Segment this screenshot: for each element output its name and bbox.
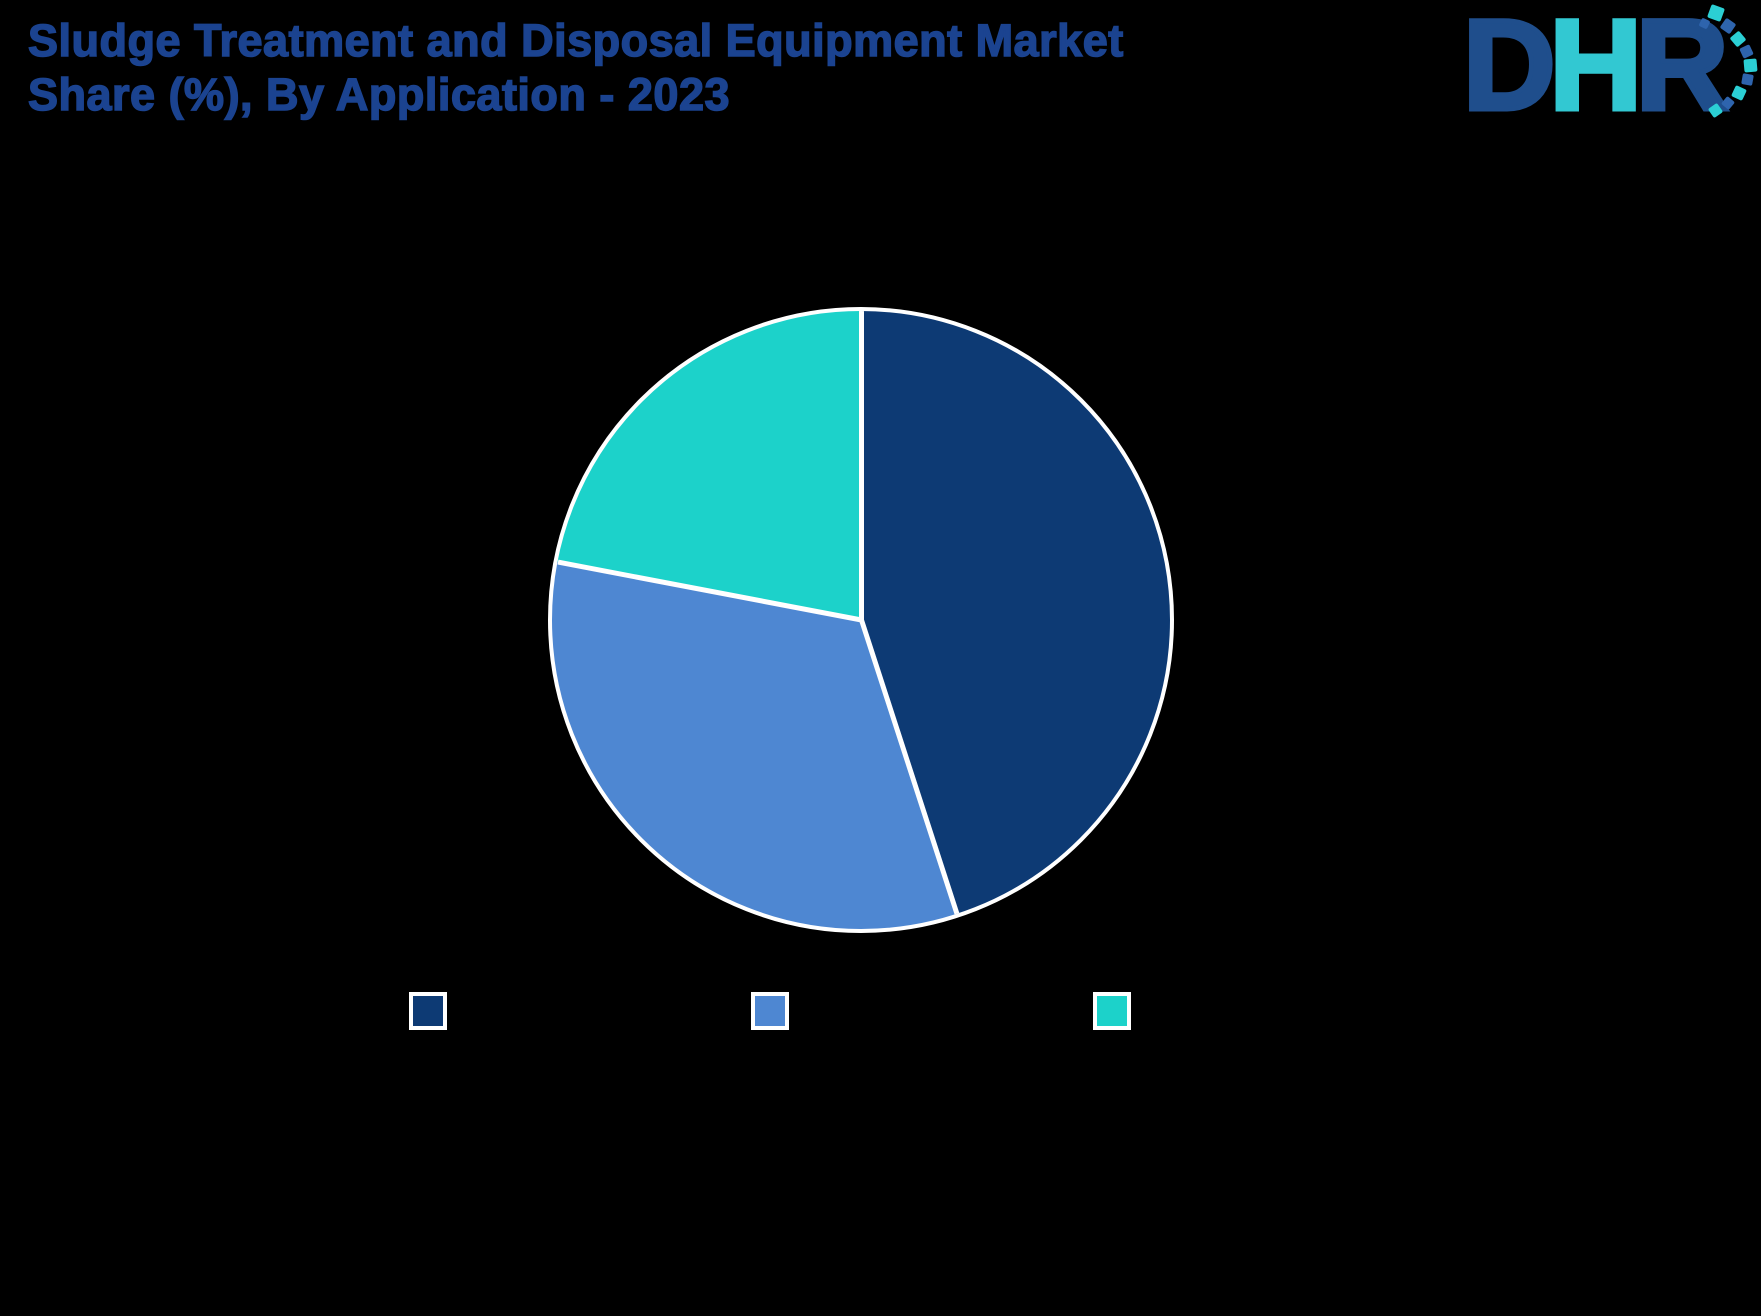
legend-swatch-2 [751,992,789,1030]
slice-separator [858,619,959,915]
pie-chart [548,307,1174,933]
logo-dot-icon [1731,85,1747,101]
slice-separator [858,311,864,620]
dhr-logo-letters: DHR [1460,0,1730,134]
dhr-logo-letter-h: H [1547,0,1644,137]
chart-title-line1: Sludge Treatment and Disposal Equipment … [27,14,1124,67]
legend-swatch-1 [409,992,447,1030]
slice-separator [557,559,862,623]
logo-dot-icon [1739,44,1754,59]
chart-legend [409,992,1131,1030]
logo-dot-icon [1729,30,1747,48]
legend-swatch-3 [1093,992,1131,1030]
dhr-logo: DHR [1458,0,1761,148]
logo-dot-icon [1743,58,1758,73]
dhr-logo-letter-d: D [1460,0,1557,137]
logo-dot-icon [1720,95,1736,111]
chart-title: Sludge Treatment and Disposal Equipment … [27,14,1368,122]
logo-dot-icon [1741,73,1754,86]
chart-title-line2: Share (%), By Application - 2023 [27,68,731,121]
